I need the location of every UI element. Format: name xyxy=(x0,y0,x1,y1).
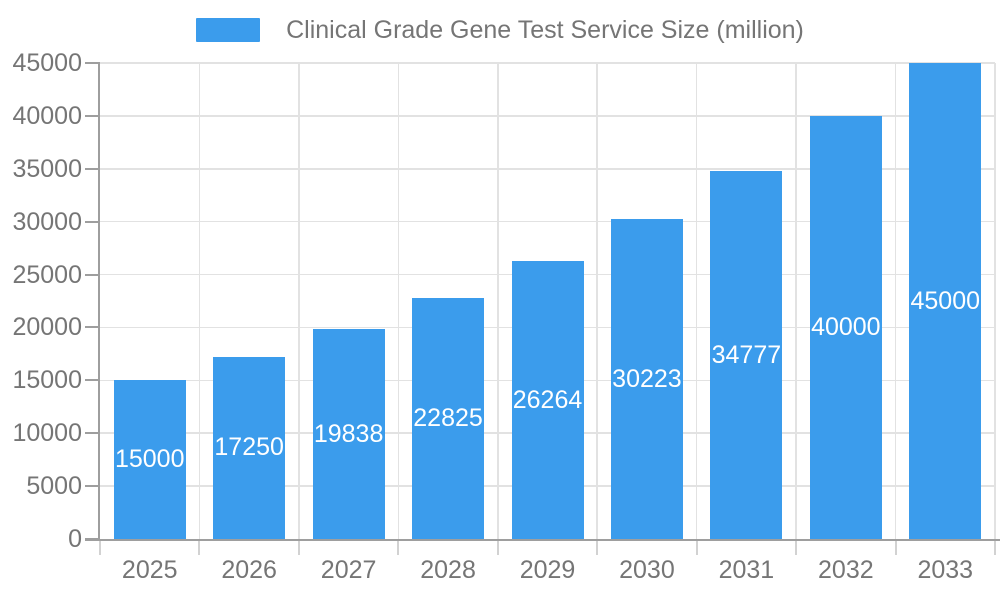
x-gridline xyxy=(795,63,797,539)
x-axis-tick xyxy=(695,539,698,555)
x-axis-tick xyxy=(297,539,300,555)
bar-2025[interactable]: 15000 xyxy=(113,380,186,539)
bar-2028[interactable]: 22825 xyxy=(412,297,485,539)
y-gridline xyxy=(100,220,995,223)
x-axis-label: 2025 xyxy=(121,556,178,584)
y-axis-tick xyxy=(85,167,100,170)
y-axis-tick xyxy=(85,114,100,117)
y-axis-label: 0 xyxy=(68,525,82,553)
x-gridline xyxy=(397,63,400,539)
y-axis-label: 30000 xyxy=(12,207,82,236)
x-axis-tick xyxy=(596,539,599,555)
x-axis-tick xyxy=(496,539,499,555)
y-axis-tick xyxy=(85,485,100,488)
x-axis-label: 2031 xyxy=(718,556,775,584)
y-gridline xyxy=(100,168,995,170)
x-gridline xyxy=(994,63,996,539)
x-axis-label: 2028 xyxy=(420,556,476,584)
plot-area: 0 5000 10000 15000 20000 25000 30000 35000 40000… xyxy=(12,50,1000,583)
bar-2033[interactable]: 45000 xyxy=(909,63,982,539)
x-axis-line xyxy=(85,539,1000,541)
y-axis-label: 45000 xyxy=(12,49,82,77)
bar-value-label: 17250 xyxy=(214,433,284,462)
x-axis-tick xyxy=(894,539,897,555)
y-axis-tick xyxy=(85,220,100,223)
x-axis-label: 2029 xyxy=(519,556,576,584)
y-axis-tick xyxy=(85,62,100,64)
y-axis-label: 40000 xyxy=(12,101,82,130)
y-axis-label: 20000 xyxy=(12,313,82,342)
bar-value-label: 19838 xyxy=(313,419,384,448)
x-axis-label: 2027 xyxy=(320,556,377,584)
legend-label: Clinical Grade Gene Test Service Size (m… xyxy=(286,15,804,44)
x-axis-tick xyxy=(99,539,101,555)
y-axis-label: 35000 xyxy=(12,154,82,183)
y-axis-label: 10000 xyxy=(12,419,82,448)
y-axis-line xyxy=(98,63,100,539)
y-gridline xyxy=(100,62,995,64)
y-axis-label: 5000 xyxy=(26,472,82,501)
bar-2031[interactable]: 34777 xyxy=(710,171,783,539)
x-axis-tick xyxy=(198,539,201,555)
bar-2026[interactable]: 17250 xyxy=(213,356,286,539)
y-axis-label: 25000 xyxy=(12,260,82,289)
y-gridline xyxy=(100,115,995,117)
x-axis-label: 2033 xyxy=(917,556,974,584)
bar-2030[interactable]: 30223 xyxy=(610,219,683,539)
legend-swatch-icon xyxy=(196,18,261,42)
bar-value-label: 40000 xyxy=(811,312,881,341)
y-axis-tick xyxy=(85,379,100,382)
bar-value-label: 15000 xyxy=(114,445,185,474)
y-axis-label: 15000 xyxy=(12,366,82,395)
x-gridline xyxy=(894,63,897,539)
y-axis-tick xyxy=(85,273,100,276)
x-gridline xyxy=(298,63,300,539)
x-gridline xyxy=(198,63,201,539)
bar-value-label: 45000 xyxy=(910,286,981,315)
x-axis-tick xyxy=(397,539,400,555)
bar-value-label: 22825 xyxy=(413,403,483,432)
x-axis-label: 2030 xyxy=(619,556,675,584)
bar-value-label: 34777 xyxy=(711,340,782,369)
x-axis-label: 2032 xyxy=(818,556,874,584)
x-gridline xyxy=(596,63,598,539)
bar-2032[interactable]: 40000 xyxy=(809,115,882,539)
x-gridline xyxy=(497,63,499,539)
bar-2029[interactable]: 26264 xyxy=(511,261,584,539)
y-axis-tick xyxy=(85,432,100,435)
bar-value-label: 30223 xyxy=(612,364,682,393)
chart-legend[interactable]: Clinical Grade Gene Test Service Size (m… xyxy=(0,16,1000,44)
bar-value-label: 26264 xyxy=(512,385,583,414)
bar-2027[interactable]: 19838 xyxy=(312,329,385,539)
y-axis-tick xyxy=(85,326,100,329)
x-axis-label: 2026 xyxy=(221,556,277,584)
x-axis-tick xyxy=(994,539,996,555)
x-axis-tick xyxy=(795,539,798,555)
x-gridline xyxy=(695,63,698,539)
